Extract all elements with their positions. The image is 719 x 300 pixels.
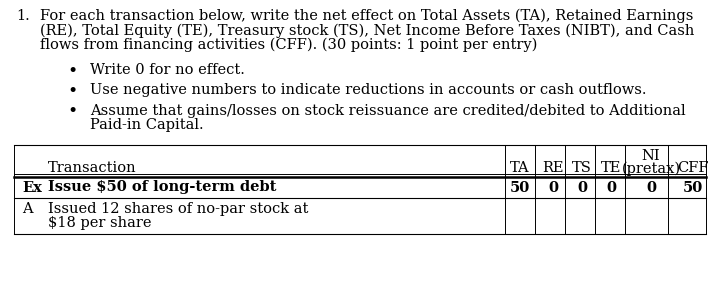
Text: 50: 50: [510, 181, 530, 194]
Text: $18 per share: $18 per share: [48, 217, 152, 230]
Text: 0: 0: [606, 181, 616, 194]
Text: Write 0 for no effect.: Write 0 for no effect.: [90, 62, 245, 76]
Text: Ex: Ex: [22, 181, 42, 194]
Text: TE: TE: [601, 161, 621, 176]
Text: CFF: CFF: [677, 161, 709, 176]
Text: flows from financing activities (CFF). (30 points: 1 point per entry): flows from financing activities (CFF). (…: [40, 38, 537, 52]
Text: •: •: [67, 103, 77, 121]
Text: TS: TS: [572, 161, 592, 176]
Text: Assume that gains/losses on stock reissuance are credited/debited to Additional: Assume that gains/losses on stock reissu…: [90, 103, 686, 118]
Text: •: •: [67, 83, 77, 100]
Text: 0: 0: [646, 181, 656, 194]
Text: Transaction: Transaction: [48, 161, 137, 176]
Text: NI: NI: [641, 149, 660, 164]
Text: RE: RE: [542, 161, 564, 176]
Text: 0: 0: [577, 181, 587, 194]
Text: 1.: 1.: [16, 9, 29, 23]
Text: 0: 0: [548, 181, 558, 194]
Text: •: •: [67, 62, 77, 80]
Text: 50: 50: [683, 181, 703, 194]
Text: Paid-in Capital.: Paid-in Capital.: [90, 118, 203, 132]
Text: Issue $50 of long-term debt: Issue $50 of long-term debt: [48, 181, 276, 194]
Text: TA: TA: [510, 161, 530, 176]
Text: Issued 12 shares of no-par stock at: Issued 12 shares of no-par stock at: [48, 202, 308, 216]
Text: Use negative numbers to indicate reductions in accounts or cash outflows.: Use negative numbers to indicate reducti…: [90, 83, 646, 97]
Text: For each transaction below, write the net effect on Total Assets (TA), Retained : For each transaction below, write the ne…: [40, 9, 693, 23]
Text: A: A: [22, 202, 32, 216]
Text: (RE), Total Equity (TE), Treasury stock (TS), Net Income Before Taxes (NIBT), an: (RE), Total Equity (TE), Treasury stock …: [40, 23, 695, 38]
Text: (pretax): (pretax): [621, 161, 681, 176]
